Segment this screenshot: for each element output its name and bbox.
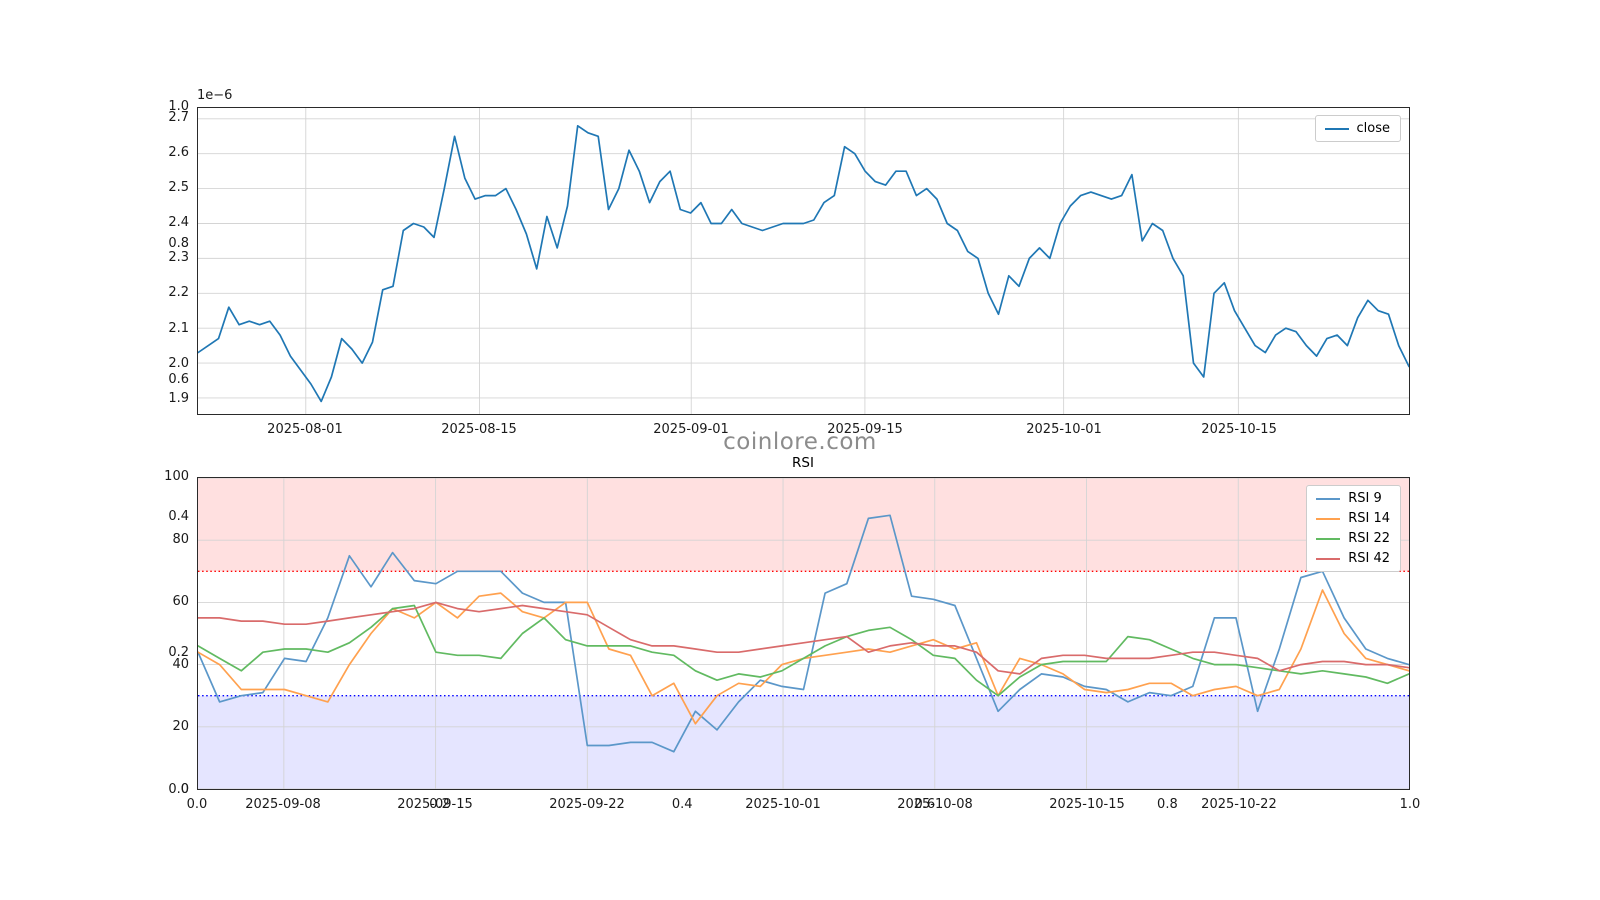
- rsi-x-tick-label: 2025-09-15: [397, 797, 473, 812]
- legend-line-sample: [1316, 497, 1341, 500]
- price-x-tick-label: 2025-09-01: [653, 422, 729, 437]
- legend-line-sample: [1316, 517, 1341, 520]
- legend-line-sample: [1316, 557, 1341, 560]
- rsi-y-tick-label: 100: [164, 469, 189, 484]
- rsi-x-tick-label: 2025-09-22: [549, 797, 625, 812]
- watermark: coinlore.com: [723, 429, 877, 455]
- legend-item: RSI 42: [1316, 551, 1390, 566]
- price-x-tick-label: 2025-10-15: [1201, 422, 1277, 437]
- ghost-y-tick-label: 0.4: [168, 508, 189, 524]
- price-y-tick-label: 2.3: [168, 250, 189, 266]
- price-chart-canvas: [198, 108, 1409, 414]
- ghost-y-tick-label: 0.2: [168, 645, 189, 661]
- price-y-tick-label: 2.6: [168, 145, 189, 160]
- rsi-x-tick-label: 2025-10-08: [897, 797, 973, 812]
- rsi-chart-canvas: [198, 478, 1409, 789]
- rsi-x-tick-label: 2025-10-15: [1049, 797, 1125, 812]
- price-y-tick-label: 1.9: [168, 390, 189, 406]
- rsi-chart-plot: RSI 9 RSI 14 RSI 22 RSI 42: [197, 477, 1410, 790]
- ghost-x-tick-label: 0.4: [671, 797, 693, 812]
- legend-label: RSI 22: [1348, 531, 1390, 546]
- price-x-tick-label: 2025-08-15: [441, 422, 517, 437]
- rsi-y-tick-label: 60: [172, 594, 189, 610]
- rsi-y-tick-label: 80: [172, 531, 189, 547]
- price-x-tick-label: 2025-09-15: [827, 422, 903, 437]
- price-y-tick-label: 2.0: [168, 355, 189, 371]
- rsi-legend: RSI 9 RSI 14 RSI 22 RSI 42: [1306, 485, 1401, 572]
- ghost-x-tick-label: 0.0: [186, 797, 208, 812]
- ghost-x-tick-label: 1.0: [1399, 797, 1421, 812]
- overbought-band: [198, 478, 1409, 572]
- price-y-tick-label: 2.4: [168, 215, 189, 231]
- oversold-band: [198, 695, 1409, 789]
- y-axis-offset-label: 1e−6: [197, 88, 233, 103]
- rsi-x-tick-label: 2025-10-01: [745, 797, 821, 812]
- rsi-x-tick-label: 2025-10-22: [1201, 797, 1277, 812]
- legend-item: RSI 14: [1316, 511, 1390, 526]
- ghost-x-tick-label: 0.2: [429, 797, 450, 812]
- rsi-y-tick-label: 40: [172, 656, 189, 672]
- price-y-tick-label: 2.5: [168, 180, 189, 196]
- series-close: [198, 124, 1409, 403]
- ghost-x-tick-label: 0.8: [1157, 797, 1178, 812]
- series-rsi-9: [198, 514, 1409, 753]
- price-y-tick-label: 2.7: [168, 109, 189, 125]
- rsi-y-tick-label: 0: [180, 782, 189, 797]
- rsi-chart-title: RSI: [792, 455, 814, 471]
- price-y-tick-label: 2.1: [168, 320, 189, 336]
- ghost-y-tick-label: 0.0: [168, 782, 189, 797]
- price-x-tick-label: 2025-10-01: [1026, 422, 1102, 437]
- price-y-tick-label: 2.2: [168, 285, 189, 301]
- legend-label: RSI 9: [1348, 491, 1382, 506]
- rsi-x-tick-label: 2025-09-08: [245, 797, 321, 812]
- series-rsi-42: [198, 601, 1409, 675]
- ghost-x-tick-label: 0.6: [914, 797, 936, 812]
- legend-item: RSI 22: [1316, 531, 1390, 546]
- legend-label: RSI 42: [1348, 551, 1390, 566]
- rsi-y-tick-label: 20: [172, 719, 189, 735]
- series-rsi-22: [198, 604, 1409, 697]
- legend-line-sample: [1316, 537, 1341, 540]
- ghost-y-tick-label: 0.8: [168, 235, 189, 251]
- legend-item: close: [1324, 121, 1390, 136]
- ghost-y-tick-label: 1.0: [168, 99, 189, 114]
- legend-line-sample: [1324, 127, 1349, 130]
- legend-label: close: [1356, 121, 1390, 136]
- ghost-y-tick-label: 0.6: [168, 372, 189, 388]
- price-legend: close: [1314, 115, 1401, 142]
- legend-item: RSI 9: [1316, 491, 1390, 506]
- legend-label: RSI 14: [1348, 511, 1390, 526]
- price-x-tick-label: 2025-08-01: [267, 422, 343, 437]
- price-chart-plot: close: [197, 107, 1410, 415]
